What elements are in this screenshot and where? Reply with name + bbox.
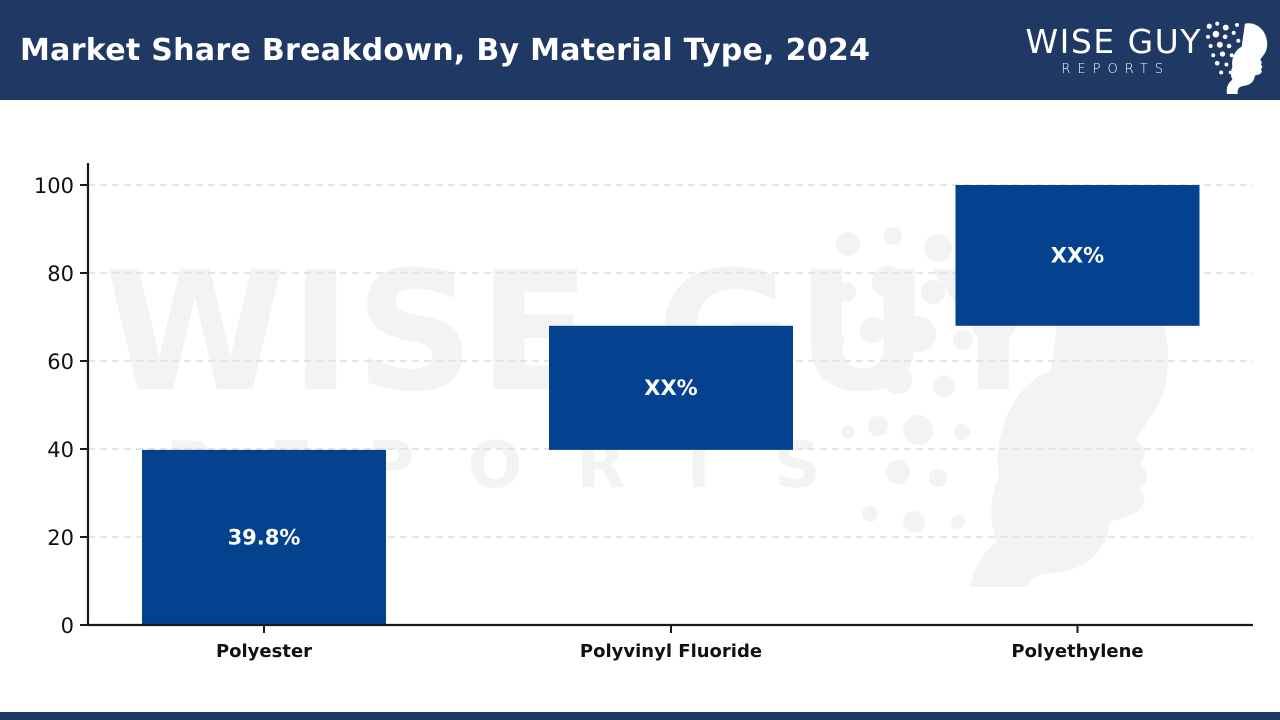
bar-1: [549, 325, 793, 450]
x-category-label-2: Polyethylene: [1011, 641, 1143, 662]
header-bar: Market Share Breakdown, By Material Type…: [0, 0, 1280, 100]
y-tick-label-80: 80: [47, 262, 74, 286]
bar-value-label-0: 39.8%: [228, 525, 301, 549]
y-tick-label-0: 0: [61, 614, 74, 638]
bar-chart: 39.8% XX% XX% 0 20 40 60 80 100 Polyester Polyviny…: [34, 163, 1253, 662]
y-tick-label-20: 20: [47, 526, 74, 550]
chart-area: WISE GUY REPORTS 39.8% XX% XX% 0 20 4: [0, 100, 1280, 712]
x-category-label-0: Polyester: [216, 641, 312, 662]
wiseguy-logo: WISE GUY REPORTS: [1025, 0, 1270, 100]
logo-text: WISE GUY REPORTS: [1025, 25, 1202, 76]
page-title: Market Share Breakdown, By Material Type…: [20, 32, 871, 68]
logo-wordmark: WISE GUY: [1025, 21, 1202, 61]
logo-subtitle: REPORTS: [1061, 61, 1171, 77]
bar-value-label-1: XX%: [644, 376, 697, 400]
bar-0: [142, 449, 386, 625]
x-category-label-1: Polyvinyl Fluoride: [580, 641, 762, 662]
footer-bar: [0, 712, 1280, 720]
y-tick-label-40: 40: [47, 438, 74, 462]
y-tick-label-60: 60: [47, 350, 74, 374]
dotted-head-icon: [1205, 21, 1268, 94]
bar-2: [955, 185, 1200, 326]
bar-value-label-2: XX%: [1051, 243, 1104, 267]
y-tick-label-100: 100: [34, 174, 74, 198]
